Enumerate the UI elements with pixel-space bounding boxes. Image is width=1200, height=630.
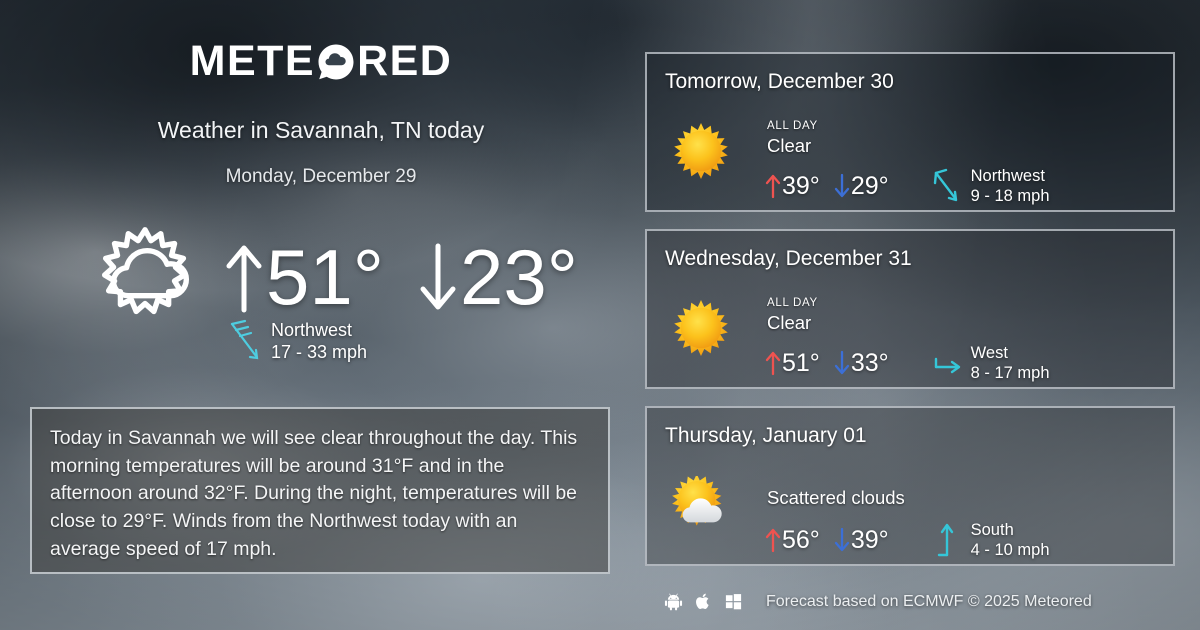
forecast-wind-direction: Northwest xyxy=(970,167,1045,185)
today-min-temp: 23° xyxy=(459,233,578,321)
forecast-card[interactable]: Wednesday, December 31 ALL DAY xyxy=(645,229,1175,389)
forecast-card-bottom: 51° 33° xyxy=(765,343,1050,383)
forecast-card[interactable]: Tomorrow, December 30 ALL DAY xyxy=(645,52,1175,212)
forecast-min-temp: 29° xyxy=(850,171,889,200)
forecast-wind-speed: 8 - 17 mph xyxy=(970,364,1050,383)
logo-text-part2: RED xyxy=(357,37,453,85)
wind-barb-northwest-icon xyxy=(228,318,262,364)
forecast-wind-text: South 4 - 10 mph xyxy=(971,520,1050,560)
sun-behind-cloud-icon xyxy=(672,473,730,534)
forecast-wind-speed: 9 - 18 mph xyxy=(970,187,1050,206)
today-wind-speed: 17 - 33 mph xyxy=(271,342,368,362)
forecast-card-bottom: 56° 39° xyxy=(765,520,1050,560)
forecast-wind-direction: South xyxy=(970,521,1014,539)
today-max-temp: 51° xyxy=(266,233,384,321)
meteored-logo[interactable]: METE RED xyxy=(0,40,642,83)
logo-text-part1: METE xyxy=(189,37,316,85)
forecast-condition: Scattered clouds xyxy=(767,484,905,509)
today-wind-direction: Northwest xyxy=(271,319,353,340)
wind-arrow-south-icon xyxy=(931,521,961,559)
forecast-card[interactable]: Thursday, January 01 xyxy=(645,406,1175,566)
forecast-wind-text: West 8 - 17 mph xyxy=(971,343,1050,383)
arrow-up-icon xyxy=(765,527,781,553)
forecast-temperatures: 51° 33° xyxy=(765,349,889,378)
forecast-min-temp-group: 39° xyxy=(834,526,889,555)
forecast-condition: ALL DAY Clear xyxy=(767,297,818,334)
forecast-max-temp-group: 39° xyxy=(765,172,820,201)
today-min-temp-group: 23° xyxy=(418,238,578,316)
sun-behind-cloud-outline-icon xyxy=(88,218,206,336)
footer: Forecast based on ECMWF © 2025 Meteored xyxy=(664,592,1092,611)
sun-icon xyxy=(672,122,730,180)
forecast-wind-text: Northwest 9 - 18 mph xyxy=(971,166,1050,206)
forecast-condition-text: Clear xyxy=(767,135,812,156)
forecast-credit: Forecast based on ECMWF © 2025 Meteored xyxy=(766,592,1092,610)
sun-icon xyxy=(672,299,730,357)
page-title: Weather in Savannah, TN today xyxy=(157,117,485,143)
arrow-down-icon xyxy=(834,527,850,553)
forecast-max-temp: 56° xyxy=(782,525,820,554)
wind-arrow-west-icon xyxy=(931,344,961,382)
forecast-wind-direction: West xyxy=(970,344,1008,362)
forecast-wind: Northwest 9 - 18 mph xyxy=(931,166,1050,206)
today-description-panel: Today in Savannah we will see clear thro… xyxy=(30,407,610,574)
forecast-min-temp: 33° xyxy=(850,348,889,377)
cloud-bubble-icon xyxy=(316,42,356,82)
forecast-card-bottom: 39° 29° xyxy=(765,166,1050,206)
arrow-down-icon xyxy=(834,173,850,199)
forecast-period-label: ALL DAY xyxy=(767,120,818,132)
arrow-down-icon xyxy=(834,350,850,376)
forecast-min-temp-group: 29° xyxy=(834,172,889,201)
forecast-wind: West 8 - 17 mph xyxy=(931,343,1050,383)
forecast-wind: South 4 - 10 mph xyxy=(931,520,1050,560)
forecast-day-label: Wednesday, December 31 xyxy=(665,247,912,270)
android-icon[interactable] xyxy=(664,592,683,611)
arrow-up-icon xyxy=(224,240,264,314)
forecast-max-temp: 51° xyxy=(782,348,820,377)
today-summary-row: 51° 23° xyxy=(88,218,578,336)
forecast-condition-text: Clear xyxy=(767,312,812,333)
today-description-text: Today in Savannah we will see clear thro… xyxy=(50,427,578,560)
wind-arrow-northwest-icon xyxy=(931,167,961,205)
forecast-min-temp-group: 33° xyxy=(834,349,889,378)
forecast-max-temp-group: 56° xyxy=(765,526,820,555)
forecast-temperatures: 56° 39° xyxy=(765,526,889,555)
forecast-period-label: ALL DAY xyxy=(767,297,818,309)
arrow-down-icon xyxy=(418,240,458,314)
forecast-min-temp: 39° xyxy=(850,525,889,554)
forecast-max-temp-group: 51° xyxy=(765,349,820,378)
apple-icon[interactable] xyxy=(694,592,713,611)
forecast-card-list: Tomorrow, December 30 ALL DAY xyxy=(645,52,1175,583)
today-max-temp-group: 51° xyxy=(224,238,384,316)
forecast-condition: ALL DAY Clear xyxy=(767,120,818,157)
forecast-max-temp: 39° xyxy=(782,171,820,200)
today-panel: METE RED Weather in Savannah, TN today M… xyxy=(0,40,642,574)
today-date: Monday, December 29 xyxy=(225,166,417,187)
forecast-wind-speed: 4 - 10 mph xyxy=(970,541,1050,560)
today-wind-text: Northwest 17 - 33 mph xyxy=(271,319,367,364)
windows-icon[interactable] xyxy=(724,592,743,611)
forecast-day-label: Thursday, January 01 xyxy=(665,424,867,447)
forecast-temperatures: 39° 29° xyxy=(765,172,889,201)
today-temperatures: 51° 23° xyxy=(224,238,578,316)
forecast-day-label: Tomorrow, December 30 xyxy=(665,70,894,93)
forecast-condition-text: Scattered clouds xyxy=(767,487,905,508)
arrow-up-icon xyxy=(765,173,781,199)
today-wind: Northwest 17 - 33 mph xyxy=(228,318,367,364)
arrow-up-icon xyxy=(765,350,781,376)
